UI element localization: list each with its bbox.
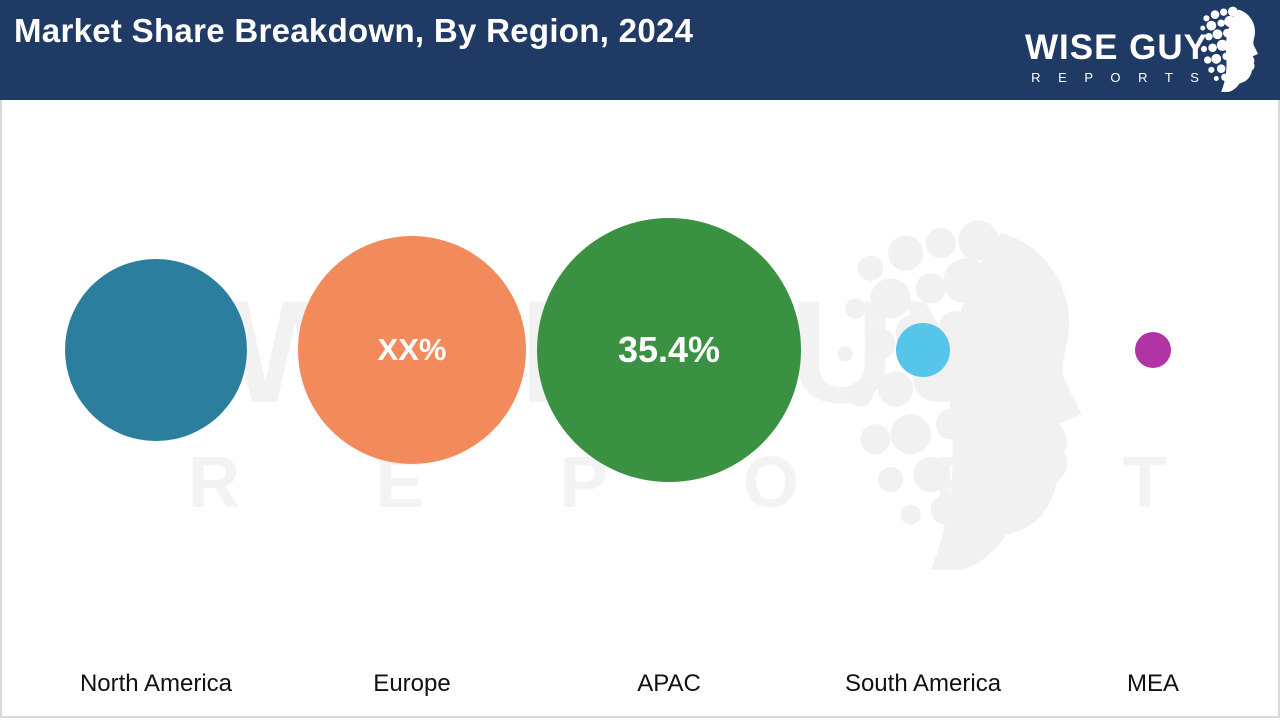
bubble-north-america[interactable] [65, 259, 247, 441]
category-label-europe: Europe [373, 670, 451, 697]
watermark-face-icon [837, 220, 1082, 570]
bubble-apac[interactable]: 35.4% [537, 218, 801, 482]
header-bar: Market Share Breakdown, By Region, 2024 … [0, 0, 1280, 100]
logo-text: WISE GUY R E P O R T S [1025, 30, 1208, 85]
face-profile-icon [1198, 6, 1259, 92]
logo-subtitle: R E P O R T S [1031, 69, 1206, 85]
bubble-value-label: XX% [377, 332, 447, 367]
bubble-europe[interactable]: XX% [298, 236, 526, 464]
page-title: Market Share Breakdown, By Region, 2024 [14, 12, 694, 49]
category-label-mea: MEA [1126, 670, 1180, 697]
bubble-value-label: 35.4% [617, 329, 721, 370]
category-label-south-america: South America [844, 670, 1002, 697]
wise-guy-logo: WISE GUY R E P O R T S [1025, 6, 1268, 92]
bubble-south-america[interactable] [896, 323, 950, 377]
bubble-mea[interactable] [1135, 332, 1171, 368]
category-label-apac: APAC [637, 670, 701, 697]
bubble-chart: WISE GUY R E P O R T S XX%35.4% North Am… [0, 100, 1280, 718]
logo-wordmark: WISE GUY [1024, 27, 1208, 67]
category-label-north-america: North America [79, 670, 233, 697]
